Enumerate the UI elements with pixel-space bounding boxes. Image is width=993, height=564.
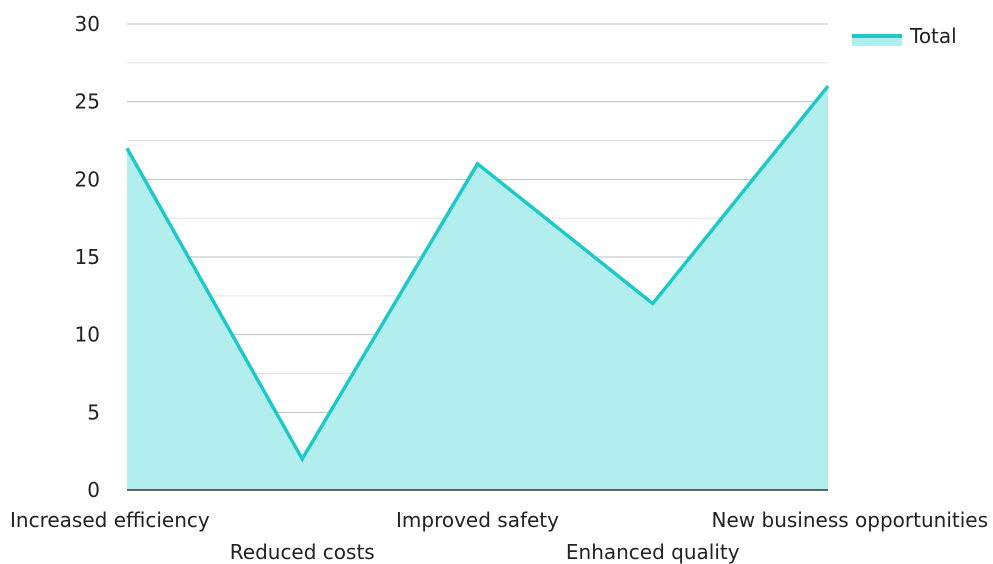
x-tick-label: Enhanced quality [566, 540, 740, 564]
legend-label: Total [909, 24, 957, 48]
x-axis-tick-labels: Increased efficiency Reduced costs Improve… [10, 508, 988, 564]
y-tick-label: 15 [75, 245, 100, 269]
x-tick-label: Increased efficiency [10, 508, 210, 532]
legend-swatch-fill [852, 36, 902, 46]
x-tick-label: Improved safety [396, 508, 559, 532]
y-tick-label: 30 [75, 12, 100, 36]
y-tick-label: 5 [87, 400, 100, 424]
legend: Total [852, 24, 957, 48]
data-points [126, 86, 829, 460]
y-axis-tick-labels: 0 5 10 15 20 25 30 [75, 12, 100, 502]
x-tick-label: Reduced costs [230, 540, 375, 564]
y-tick-label: 0 [87, 478, 100, 502]
y-tick-label: 20 [75, 167, 100, 191]
y-tick-label: 25 [75, 90, 100, 114]
y-tick-label: 10 [75, 323, 100, 347]
series-area-fill [127, 86, 828, 490]
x-tick-label: New business opportunities [712, 508, 988, 532]
